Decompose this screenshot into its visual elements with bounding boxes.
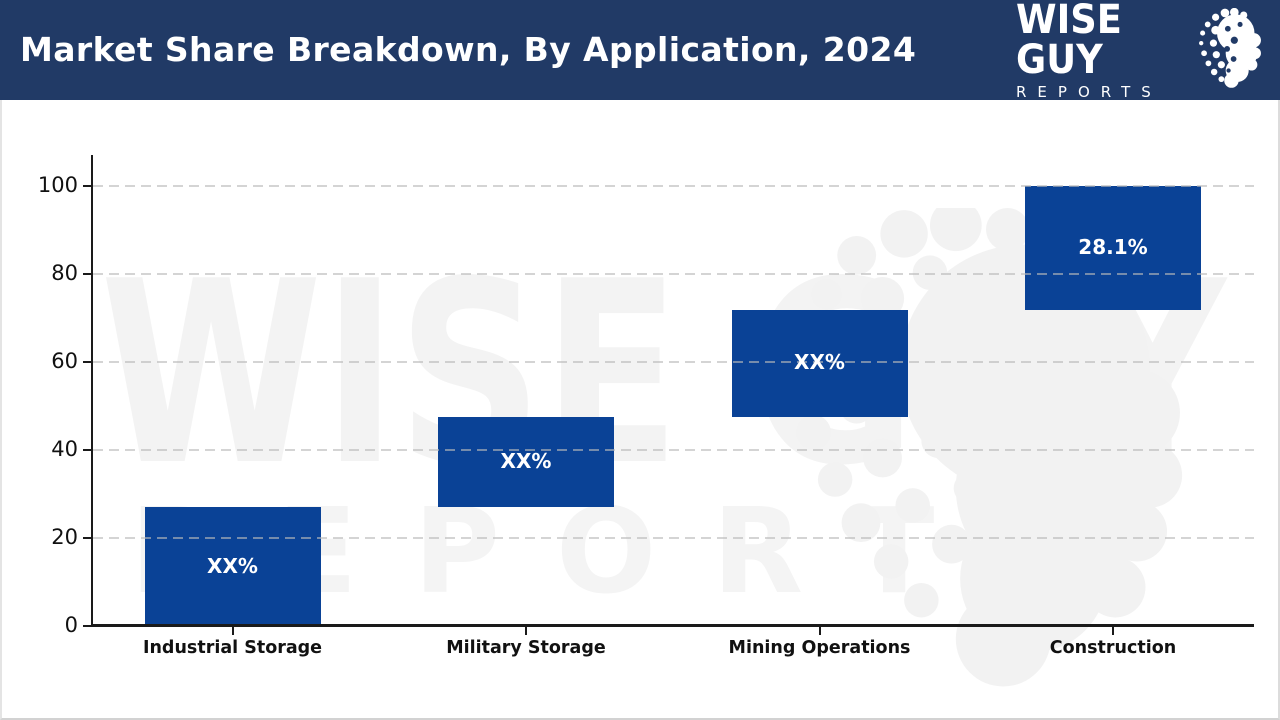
chart-canvas: WISE GUY REPORTS 0 20 40 60 80 100 XX% XX% XX% 2…: [0, 100, 1280, 720]
gridline-60: [93, 361, 1254, 363]
y-tick-label-80: 80: [51, 261, 78, 285]
bar-industrial-storage: [144, 507, 321, 626]
y-tick-label-100: 100: [37, 173, 78, 197]
category-label-2: Mining Operations: [728, 638, 911, 658]
bar-value-label: XX%: [207, 553, 258, 578]
brand-logo-text: WISE GUY REPORTS: [1016, 0, 1188, 101]
x-tick-mark-0: [231, 627, 234, 635]
gridline-40: [93, 449, 1254, 451]
x-tick-mark-1: [525, 627, 527, 635]
header-bar: Market Share Breakdown, By Application, …: [0, 0, 1280, 101]
y-tick-mark-60: [83, 361, 91, 363]
y-tick-mark-80: [83, 273, 91, 275]
category-label-3: Construction: [1049, 638, 1177, 658]
category-label-0: Industrial Storage: [142, 638, 323, 658]
gridline-80: [93, 273, 1254, 275]
y-axis-line: [91, 155, 93, 626]
dotted-head-profile-icon: [1199, 8, 1261, 88]
gridline-100: [93, 185, 1254, 187]
bar-construction: [1025, 186, 1201, 310]
y-tick-label-0: 0: [64, 613, 78, 637]
y-tick-mark-0: [83, 625, 91, 627]
category-label-1: Military Storage: [446, 638, 606, 658]
y-tick-label-60: 60: [51, 349, 78, 373]
y-tick-label-20: 20: [51, 525, 78, 549]
brand-name: WISE GUY: [1016, 0, 1122, 83]
bar-military-storage: [438, 417, 614, 508]
bar-mining-operations: [731, 309, 908, 417]
gridline-20: [93, 537, 1254, 539]
brand-logo: WISE GUY REPORTS: [1016, 0, 1266, 101]
x-axis-line: [91, 624, 1254, 627]
y-tick-mark-40: [83, 449, 91, 451]
page-title: Market Share Breakdown, By Application, …: [20, 30, 917, 69]
y-tick-label-40: 40: [51, 437, 78, 461]
y-tick-mark-20: [83, 537, 91, 539]
bar-value-label: 28.1%: [1078, 234, 1148, 259]
x-tick-mark-3: [1112, 627, 1114, 635]
brand-subtitle: REPORTS: [1016, 82, 1162, 101]
bar-value-label: XX%: [500, 449, 552, 474]
y-tick-mark-100: [83, 185, 91, 187]
x-tick-mark-2: [818, 627, 821, 635]
bar-value-label: XX%: [794, 350, 845, 375]
